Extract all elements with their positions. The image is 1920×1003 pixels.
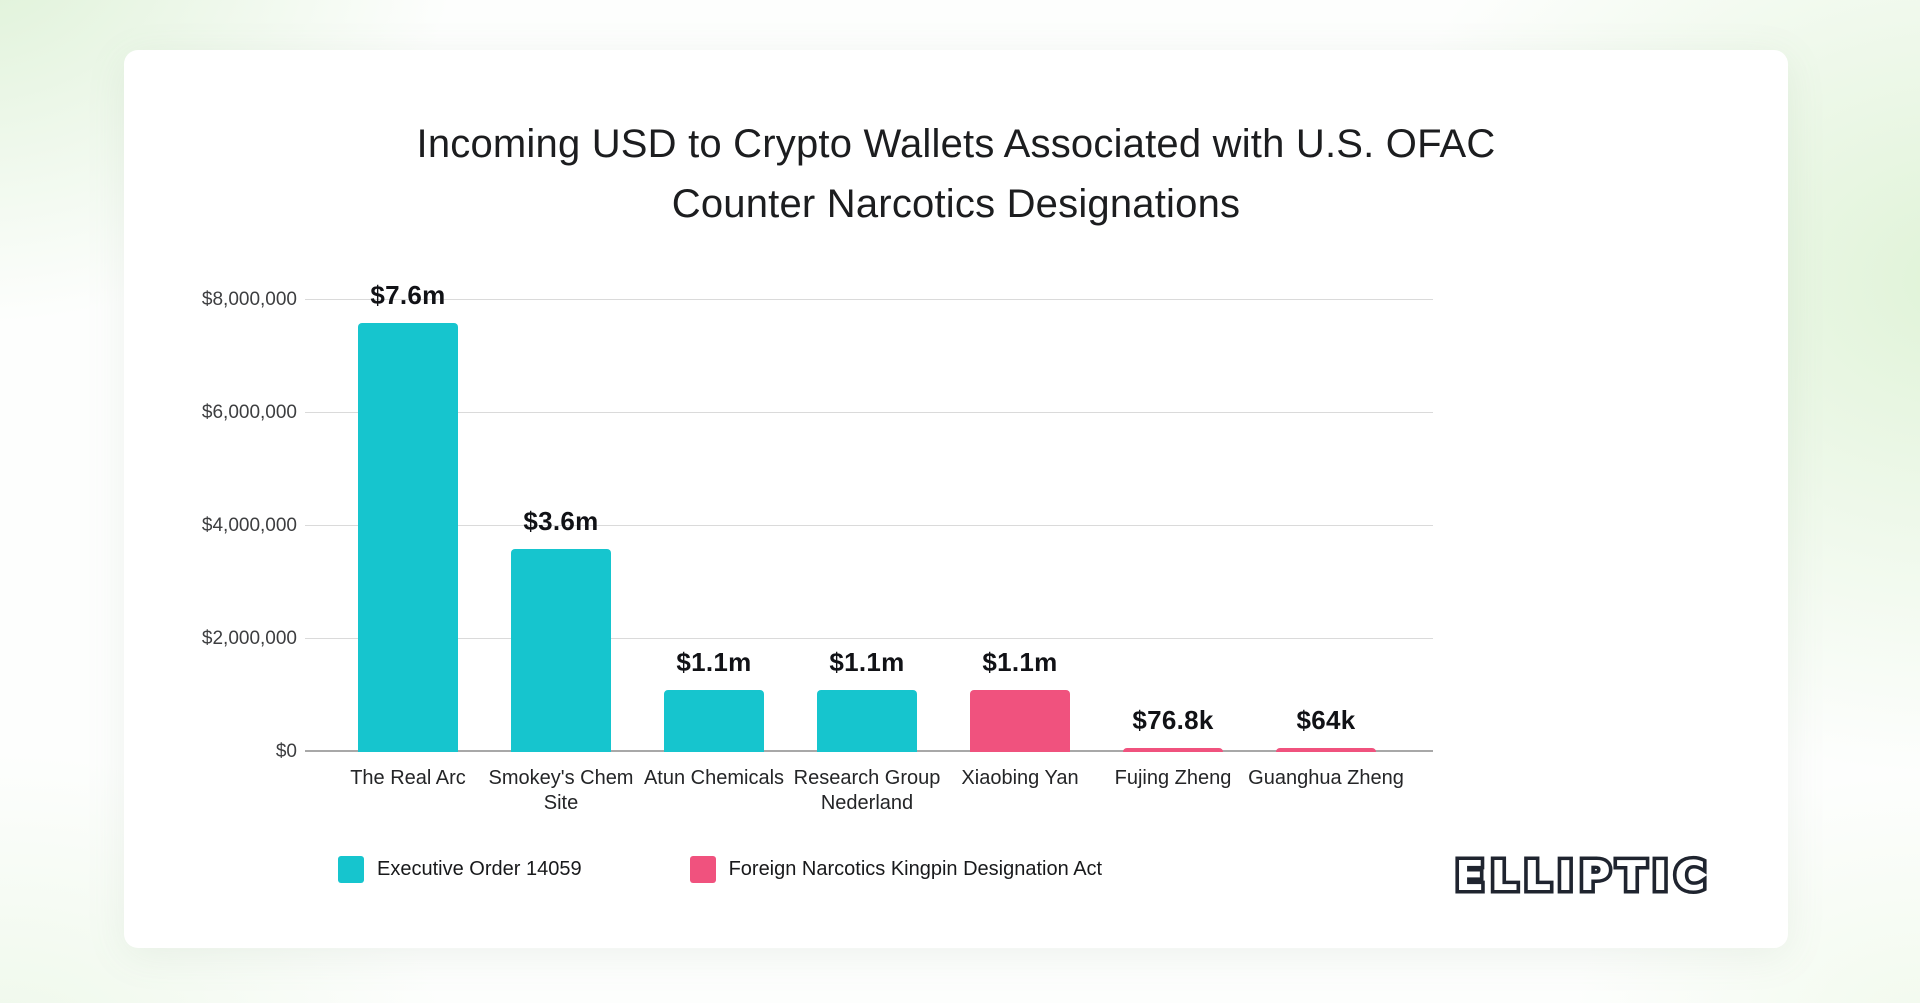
bar-value-label: $1.1m xyxy=(829,646,905,677)
bar-value-label: $1.1m xyxy=(676,646,752,677)
bar-value-label: $7.6m xyxy=(370,279,446,310)
bar-value-label: $3.6m xyxy=(523,505,599,536)
y-axis-tick-label: $8,000,000 xyxy=(201,289,297,310)
chart-bar xyxy=(664,689,764,752)
gridline xyxy=(305,299,1433,300)
legend-color-swatch xyxy=(338,856,364,883)
x-axis: The Real Arc Smokey's Chem Site Atun Chemi… xyxy=(305,766,1433,836)
x-axis-category-label: Atun Chemicals xyxy=(643,767,785,789)
chart-bar xyxy=(358,322,458,752)
gridline xyxy=(305,412,1433,413)
chart-title-line-1: Incoming USD to Crypto Wallets Associate… xyxy=(416,122,1496,166)
x-axis-category-label: Research Group Nederland xyxy=(793,767,941,814)
y-axis-tick-label: $0 xyxy=(275,741,297,762)
chart-bar xyxy=(970,689,1070,752)
legend-color-swatch xyxy=(689,856,716,883)
x-axis-category-label: Guanghua Zheng xyxy=(1248,767,1404,789)
chart-bar xyxy=(1123,747,1223,752)
bar-chart-plot-area: $7.6m $3.6m $1.1m $1.1m $1.1m $76.8k $64k xyxy=(305,280,1433,752)
chart-bar xyxy=(511,548,611,752)
x-axis-category-label: Smokey's Chem Site xyxy=(488,767,634,814)
legend-label: Foreign Narcotics Kingpin Designation Ac… xyxy=(728,858,1103,880)
bar-value-label: $64k xyxy=(1296,705,1356,736)
chart-title-line-2: Counter Narcotics Designations xyxy=(671,182,1241,226)
x-axis-category-label: Xiaobing Yan xyxy=(961,767,1079,789)
y-axis-tick-label: $4,000,000 xyxy=(201,515,297,536)
y-axis: $0 $2,000,000 $4,000,000 $6,000,000 $8,000,0… xyxy=(124,289,297,762)
chart-bar xyxy=(1276,748,1376,752)
chart-title: Incoming USD to Crypto Wallets Associate… xyxy=(124,114,1788,234)
x-axis-category-label: The Real Arc xyxy=(350,767,466,789)
gridline xyxy=(305,638,1433,639)
bar-value-label: $76.8k xyxy=(1132,704,1214,735)
legend-item: Foreign Narcotics Kingpin Designation Ac… xyxy=(689,856,1103,883)
y-axis-tick-label: $2,000,000 xyxy=(201,628,297,649)
elliptic-logo: ELLIPTIC xyxy=(1452,849,1712,904)
y-axis-tick-label: $6,000,000 xyxy=(201,402,297,423)
gridline xyxy=(305,525,1433,526)
bar-value-label: $1.1m xyxy=(982,646,1058,677)
chart-bar xyxy=(817,689,917,752)
chart-legend: Executive Order 14059 Foreign Narcotics K… xyxy=(338,856,1102,883)
x-axis-category-label: Fujing Zheng xyxy=(1114,767,1232,789)
legend-item: Executive Order 14059 xyxy=(338,856,582,883)
chart-card: Incoming USD to Crypto Wallets Associate… xyxy=(124,50,1788,948)
legend-label: Executive Order 14059 xyxy=(377,858,582,880)
